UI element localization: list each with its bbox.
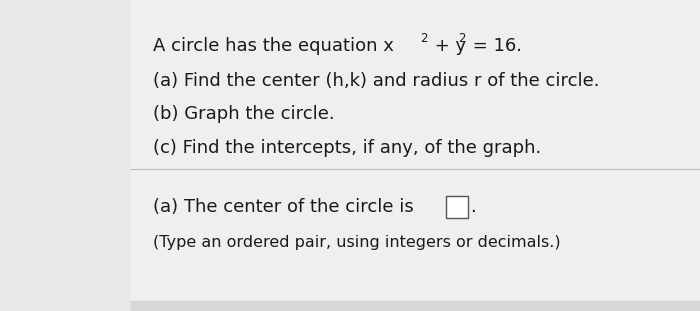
Text: .: .: [470, 198, 476, 216]
Text: + y: + y: [429, 37, 466, 55]
Text: (b) Graph the circle.: (b) Graph the circle.: [153, 105, 335, 123]
Text: (c) Find the intercepts, if any, of the graph.: (c) Find the intercepts, if any, of the …: [153, 139, 541, 157]
Text: (a) The center of the circle is: (a) The center of the circle is: [153, 198, 419, 216]
Bar: [131, 301, 700, 311]
Text: 2: 2: [420, 31, 428, 44]
Text: (a) Find the center (h,k) and radius r of the circle.: (a) Find the center (h,k) and radius r o…: [153, 72, 599, 90]
Bar: [131, 0, 700, 311]
Bar: [446, 196, 468, 218]
Text: = 16.: = 16.: [467, 37, 522, 55]
Bar: [0, 0, 131, 311]
Text: 2: 2: [458, 31, 466, 44]
Text: (Type an ordered pair, using integers or decimals.): (Type an ordered pair, using integers or…: [153, 235, 561, 250]
Text: A circle has the equation x: A circle has the equation x: [153, 37, 394, 55]
